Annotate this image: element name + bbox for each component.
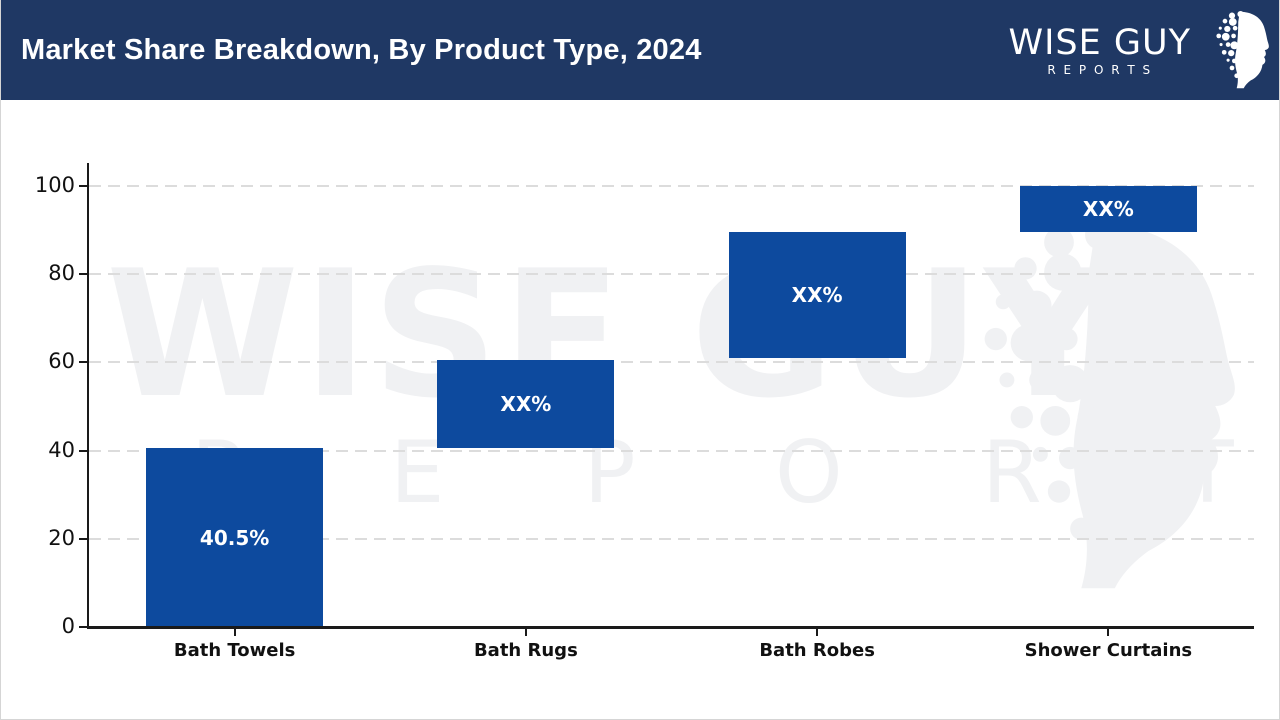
y-tick-mark (79, 185, 88, 187)
logo-face-icon (1193, 7, 1271, 93)
logo-subtext: R E P O R T S (1047, 62, 1153, 77)
bar-value-label: XX% (1082, 197, 1134, 222)
gridline (89, 449, 1254, 452)
x-tick-mark (233, 629, 236, 636)
header-bar: Market Share Breakdown, By Product Type,… (1, 0, 1279, 100)
bar: 40.5% (146, 448, 324, 627)
watermark-subtext: R E P O R T S (191, 423, 1280, 523)
y-tick-label: 0 (61, 614, 75, 638)
y-axis-line (87, 163, 89, 629)
y-tick-label: 40 (48, 437, 75, 462)
y-tick-label: 60 (48, 349, 75, 374)
y-tick-label: 100 (34, 173, 75, 197)
y-tick-mark (79, 273, 88, 276)
y-tick-mark (79, 626, 88, 628)
x-axis-label: Bath Rugs (473, 640, 578, 661)
gridline (89, 361, 1254, 364)
x-tick-mark (816, 629, 819, 636)
gridline (89, 273, 1254, 276)
bar: XX% (728, 232, 906, 358)
y-tick-mark (79, 537, 88, 540)
logo-wordmark: WISE GUY (1008, 22, 1191, 63)
y-tick-label: 80 (48, 261, 75, 286)
bar-value-label: XX% (791, 283, 843, 308)
x-axis-label: Bath Robes (759, 640, 875, 661)
gridline (89, 537, 1254, 540)
x-tick-mark (524, 629, 527, 636)
chart-title: Market Share Breakdown, By Product Type,… (21, 33, 702, 66)
gridline (89, 185, 1254, 187)
y-tick-mark (79, 449, 88, 452)
x-tick-mark (1107, 629, 1110, 636)
y-tick-label: 20 (48, 525, 75, 550)
x-axis-line (87, 626, 1254, 629)
x-axis-label: Shower Curtains (1024, 640, 1193, 661)
bar: XX% (437, 360, 615, 449)
y-tick-mark (79, 361, 88, 364)
bar: XX% (1019, 186, 1197, 233)
wiseguy-logo: WISE GUY R E P O R T S (1008, 4, 1271, 96)
watermark-face-icon (873, 220, 1245, 592)
bar-value-label: 40.5% (199, 525, 270, 550)
x-axis-label: Bath Towels (173, 640, 296, 661)
bar-value-label: XX% (500, 392, 552, 417)
